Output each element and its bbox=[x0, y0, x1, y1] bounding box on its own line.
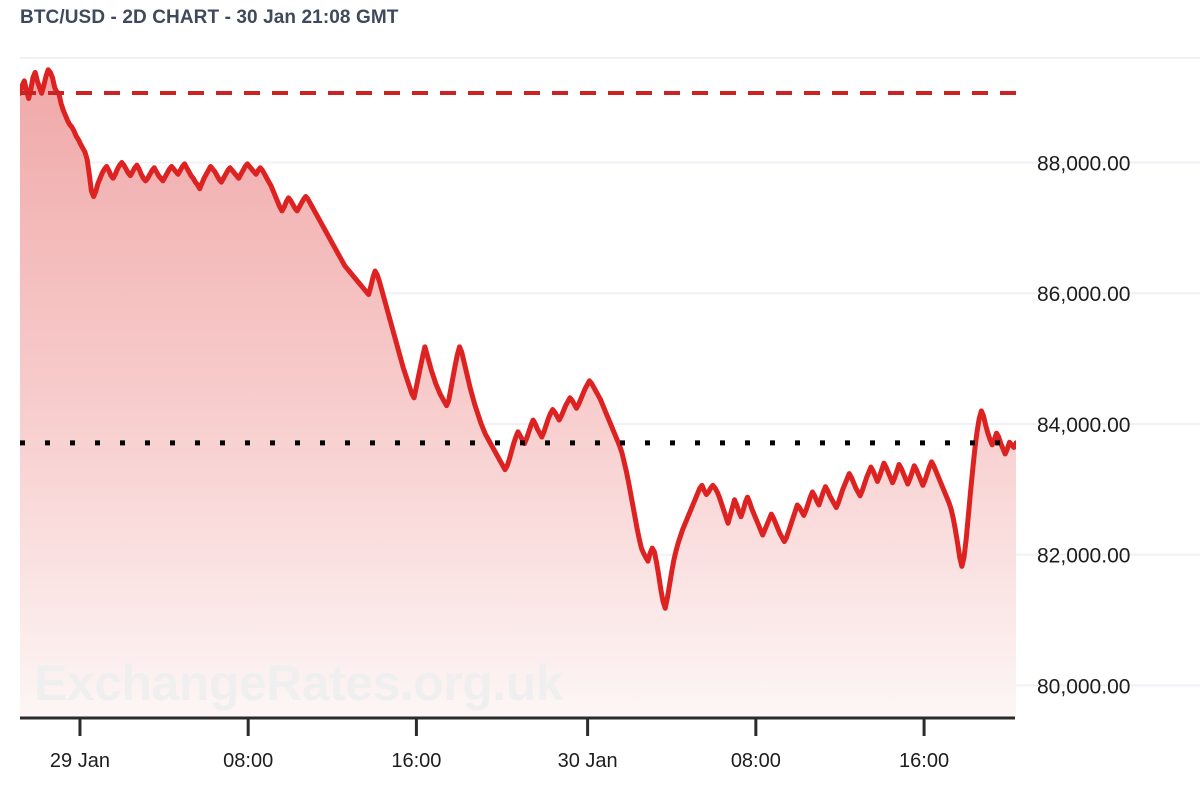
x-axis-tick-label: 08:00 bbox=[731, 750, 781, 772]
y-axis-tick-label: 84,000.00 bbox=[1037, 414, 1130, 437]
price-area-fill bbox=[20, 69, 1016, 718]
y-axis-labels: 88,000.00 86,000.00 84,000.00 82,000.00 80,0… bbox=[1037, 153, 1130, 699]
x-axis-tick-label: 16:00 bbox=[899, 750, 949, 772]
watermark: ExchangeRates.org.uk bbox=[34, 655, 564, 711]
x-axis-tick-label: 08:00 bbox=[223, 750, 273, 772]
page-title: BTC/USD - 2D CHART - 30 Jan 21:08 GMT bbox=[20, 7, 399, 28]
price-line bbox=[20, 67, 1016, 611]
y-axis-tick-label: 86,000.00 bbox=[1037, 283, 1130, 306]
watermark-label: ExchangeRates.org.uk bbox=[34, 655, 564, 711]
x-axis-ticks bbox=[78, 718, 926, 736]
y-axis-tick-label: 88,000.00 bbox=[1037, 153, 1130, 176]
x-axis-tick-label: 30 Jan bbox=[558, 750, 618, 772]
x-axis-labels: 29 Jan 08:00 16:00 30 Jan 08:00 16:00 bbox=[50, 750, 949, 772]
x-axis-tick-label: 16:00 bbox=[391, 750, 441, 772]
y-axis-tick-label: 82,000.00 bbox=[1037, 545, 1130, 568]
x-axis-tick-label: 29 Jan bbox=[50, 750, 110, 772]
y-axis-tick-label: 80,000.00 bbox=[1037, 675, 1130, 698]
